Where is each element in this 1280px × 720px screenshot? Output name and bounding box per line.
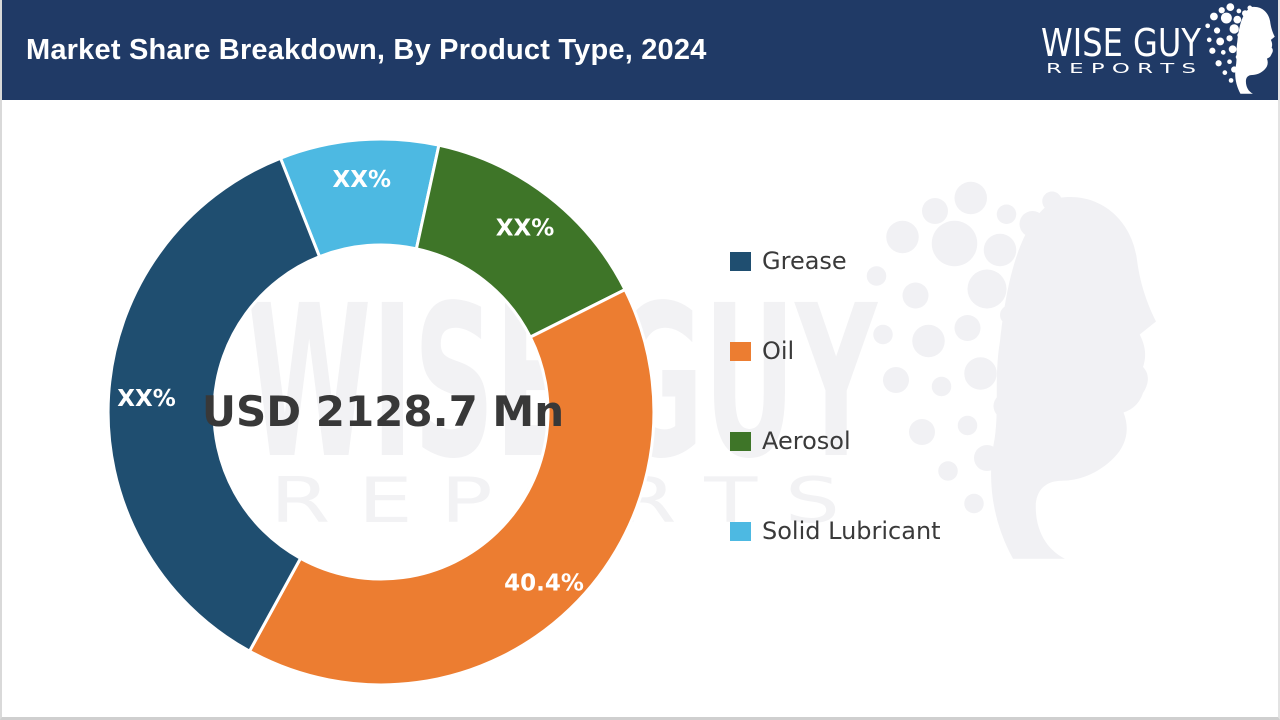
chart-legend: Grease Oil Aerosol Solid Lubricant [730, 247, 941, 546]
legend-swatch-grease [730, 252, 751, 271]
donut-label-grease: XX% [117, 386, 176, 412]
donut-center-value: USD 2128.7 Mn [202, 387, 564, 436]
brand-face-icon [1205, 3, 1275, 94]
legend-item-aerosol: Aerosol [730, 427, 941, 456]
legend-item-grease: Grease [730, 247, 941, 276]
page-title: Market Share Breakdown, By Product Type,… [26, 33, 707, 66]
legend-swatch-solid-lubricant [730, 522, 751, 541]
legend-item-oil: Oil [730, 337, 941, 366]
legend-label: Oil [762, 337, 795, 365]
donut-segment-grease [106, 156, 322, 654]
legend-label: Aerosol [762, 427, 851, 455]
legend-label: Solid Lubricant [762, 517, 941, 545]
donut-label-oil: 40.4% [504, 570, 584, 596]
brand-subtitle: R E P O R T S [1046, 62, 1196, 77]
brand-name: WISE GUY [1041, 21, 1202, 65]
donut-segment-oil [247, 287, 656, 687]
legend-swatch-oil [730, 342, 751, 361]
legend-swatch-aerosol [730, 432, 751, 451]
brand-logo: WISE GUY R E P O R T S [1041, 3, 1275, 94]
donut-label-aerosol: XX% [496, 215, 555, 241]
legend-label: Grease [762, 247, 847, 275]
legend-item-solid-lubricant: Solid Lubricant [730, 517, 941, 546]
donut-chart: WISE GUY R E P O R T S XX%XX%40.4%XX% US… [106, 137, 1156, 687]
donut-label-solid-lubricant: XX% [333, 167, 392, 193]
header-bar: Market Share Breakdown, By Product Type,… [2, 0, 1278, 100]
